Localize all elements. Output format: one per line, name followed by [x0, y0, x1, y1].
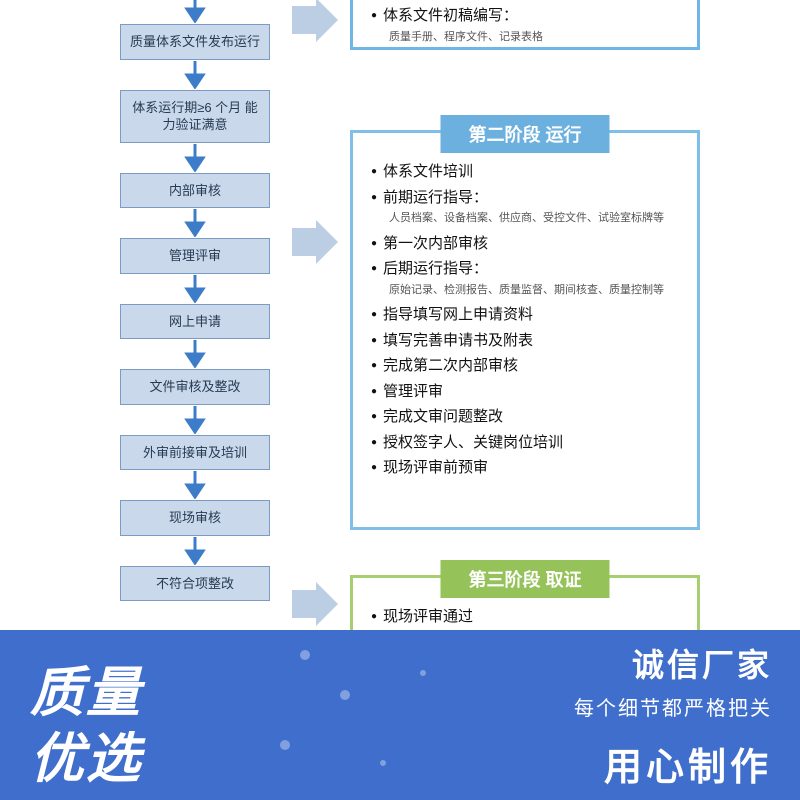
- flow-arrow-icon: [110, 536, 280, 566]
- flow-arrow-icon: [110, 60, 280, 90]
- flow-box-label: 外审前接审及培训: [143, 445, 247, 460]
- flow-box-label: 网上申请: [169, 314, 221, 329]
- flow-box: 管理评审: [120, 238, 270, 274]
- panel-bullet: 现场评审通过: [371, 604, 679, 630]
- flow-box-label: 质量体系文件发布运行: [130, 34, 260, 49]
- flow-box: 文件审核及整改: [120, 369, 270, 405]
- flow-arrow-icon: [110, 0, 280, 24]
- panel-bullet-text: 后期运行指导：: [383, 256, 488, 282]
- panel-bullet-text: 体系文件培训: [383, 159, 473, 185]
- panel-bullet-text: 体系文件初稿编写：: [383, 3, 518, 29]
- flow-box-label: 现场审核: [169, 510, 221, 525]
- panel-bullet: 体系文件培训: [371, 159, 679, 185]
- flow-arrow-icon: [110, 208, 280, 238]
- panel-bullet-text: 管理评审: [383, 379, 443, 405]
- flow-box: 现场审核: [120, 500, 270, 536]
- panel-bullet: 授权签字人、关键岗位培训: [371, 430, 679, 456]
- panel-bullet-text: 填写完善申请书及附表: [383, 328, 533, 354]
- panel-bullet: 第一次内部审核: [371, 231, 679, 257]
- panel-bullet-text: 第一次内部审核: [383, 231, 488, 257]
- panel-bullet: 现场评审前预审: [371, 455, 679, 481]
- flow-arrow-icon: [110, 339, 280, 369]
- flow-arrow-icon: [110, 274, 280, 304]
- flow-box-label: 内部审核: [169, 183, 221, 198]
- flow-arrow-icon: [110, 405, 280, 435]
- panel-bullet-text: 完成第二次内部审核: [383, 353, 518, 379]
- overlay-tag-2: 每个细节都严格把关: [574, 692, 772, 721]
- stage-arrow-icon: [290, 220, 340, 270]
- panel-bullet-text: 完成文审问题整改: [383, 404, 503, 430]
- flow-box: 内部审核: [120, 173, 270, 209]
- flow-box: 网上申请: [120, 304, 270, 340]
- stage-panel-title: 第三阶段 取证: [440, 560, 609, 598]
- panel-bullet: 完成第二次内部审核: [371, 353, 679, 379]
- flow-box-label: 管理评审: [169, 248, 221, 263]
- stage-panel-1: 体系文件初稿编写： 质量手册、程序文件、记录表格: [350, 0, 700, 50]
- stage-arrow-icon: [290, 0, 340, 48]
- promo-overlay: 质量 优选 诚信厂家 每个细节都严格把关 用心制作: [0, 630, 800, 800]
- panel-bullet: 管理评审: [371, 379, 679, 405]
- panel-bullet: 完成文审问题整改: [371, 404, 679, 430]
- overlay-tag-3: 用心制作: [604, 736, 772, 791]
- panel-bullet-text: 前期运行指导：: [383, 185, 488, 211]
- panel-bullet-text: 现场评审通过: [383, 604, 473, 630]
- stage-panel-2: 第二阶段 运行 体系文件培训 前期运行指导： 人员档案、设备档案、供应商、受控文…: [350, 130, 700, 530]
- panel-bullet-text: 现场评审前预审: [383, 455, 488, 481]
- panel-bullet: 填写完善申请书及附表: [371, 328, 679, 354]
- flow-box: 质量体系文件发布运行: [120, 24, 270, 60]
- panel-subtext: 人员档案、设备档案、供应商、受控文件、试验室标牌等: [371, 210, 679, 227]
- flow-box-label: 文件审核及整改: [149, 379, 240, 394]
- overlay-tag-1: 诚信厂家: [632, 640, 772, 686]
- flow-arrow-icon: [110, 143, 280, 173]
- flow-arrow-icon: [110, 470, 280, 500]
- stage-arrow-icon: [290, 582, 340, 632]
- flow-box: 不符合项整改: [120, 566, 270, 602]
- panel-subtext: 原始记录、检测报告、质量监督、期间核查、质量控制等: [371, 282, 679, 299]
- flow-box: 体系运行期≥6 个月 能力验证满意: [120, 90, 270, 143]
- flow-box: 外审前接审及培训: [120, 435, 270, 471]
- panel-bullet-text: 授权签字人、关键岗位培训: [383, 430, 563, 456]
- panel-bullet: 后期运行指导：: [371, 256, 679, 282]
- overlay-headline-2: 优选: [30, 714, 142, 793]
- flowchart-column: 质量体系文件发布运行 体系运行期≥6 个月 能力验证满意 内部审核 管理评审 网…: [110, 0, 280, 601]
- flow-box-label: 不符合项整改: [156, 576, 234, 591]
- panel-bullet: 前期运行指导：: [371, 185, 679, 211]
- panel-subtext: 质量手册、程序文件、记录表格: [371, 29, 679, 46]
- panel-bullet: 体系文件初稿编写：: [371, 3, 679, 29]
- panel-bullet: 指导填写网上申请资料: [371, 302, 679, 328]
- panel-bullet-text: 指导填写网上申请资料: [383, 302, 533, 328]
- flow-box-label: 体系运行期≥6 个月 能力验证满意: [132, 100, 258, 133]
- stage-panel-title: 第二阶段 运行: [440, 115, 609, 153]
